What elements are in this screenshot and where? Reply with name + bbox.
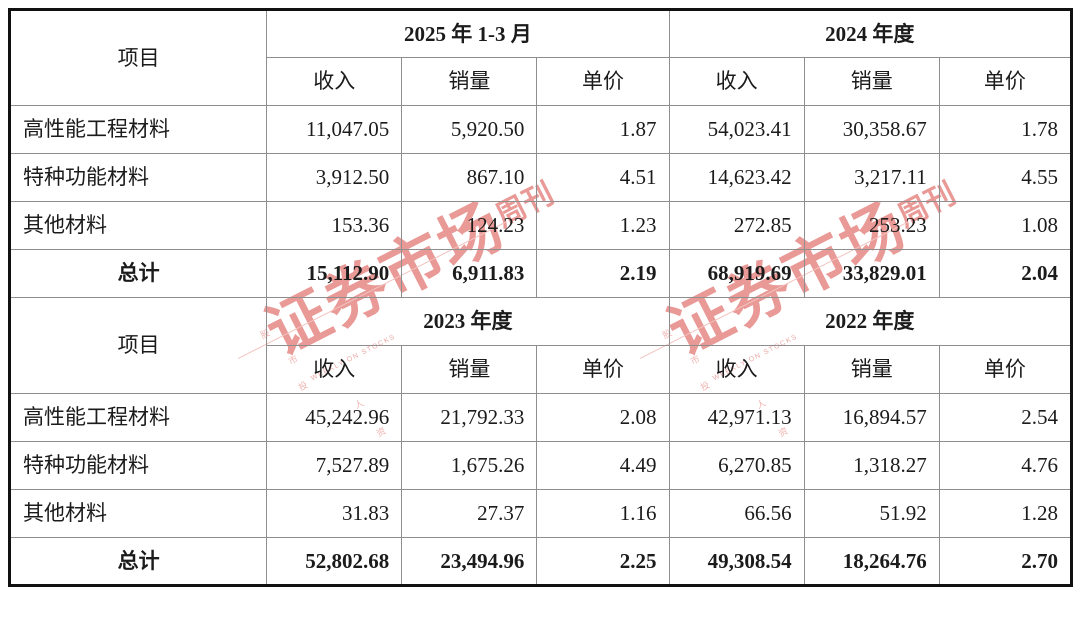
cell-value: 2.54 xyxy=(938,393,1073,442)
table-row: 高性能工程材料 11,047.05 5,920.50 1.87 54,023.4… xyxy=(8,105,1073,154)
cell-value: 21,792.33 xyxy=(401,393,538,442)
header-period-2024: 2024 年度 xyxy=(668,9,1073,58)
cell-value: 1.16 xyxy=(536,489,670,538)
cell-total: 33,829.01 xyxy=(803,249,940,298)
cell-total: 52,802.68 xyxy=(266,537,403,586)
table-row: 特种功能材料 7,527.89 1,675.26 4.49 6,270.85 1… xyxy=(8,441,1073,490)
row-label: 高性能工程材料 xyxy=(8,105,268,154)
header-year-row: 项目 2025 年 1-3 月 2024 年度 xyxy=(8,9,1073,106)
cell-value: 2.08 xyxy=(536,393,670,442)
cell-value: 4.51 xyxy=(536,153,670,202)
header-period-2022: 2022 年度 xyxy=(668,297,1073,346)
cell-value: 1.78 xyxy=(938,105,1073,154)
cell-value: 30,358.67 xyxy=(803,105,940,154)
cell-value: 7,527.89 xyxy=(266,441,403,490)
cell-total: 18,264.76 xyxy=(803,537,940,586)
cell-value: 1.23 xyxy=(536,201,670,250)
cell-value: 54,023.41 xyxy=(668,105,805,154)
cell-total: 2.04 xyxy=(938,249,1073,298)
cell-value: 51.92 xyxy=(803,489,940,538)
cell-value: 14,623.42 xyxy=(668,153,805,202)
cell-value: 4.49 xyxy=(536,441,670,490)
cell-value: 1,675.26 xyxy=(401,441,538,490)
header-price-1: 单价 xyxy=(536,57,670,106)
cell-value: 1.08 xyxy=(938,201,1073,250)
row-label-total: 总计 xyxy=(8,249,268,298)
header-revenue-2: 收入 xyxy=(668,57,805,106)
table-total-row: 总计 52,802.68 23,494.96 2.25 49,308.54 18… xyxy=(8,537,1073,586)
cell-value: 4.55 xyxy=(938,153,1073,202)
cell-value: 4.76 xyxy=(938,441,1073,490)
header-price-4: 单价 xyxy=(938,345,1073,394)
row-label: 其他材料 xyxy=(8,201,268,250)
header-sub-row-2: 收入 销量 单价 收入 销量 单价 xyxy=(10,345,1073,394)
table-row: 高性能工程材料 45,242.96 21,792.33 2.08 42,971.… xyxy=(8,393,1073,442)
header-period-2025: 2025 年 1-3 月 xyxy=(266,9,670,58)
header-revenue-4: 收入 xyxy=(668,345,805,394)
cell-value: 272.85 xyxy=(668,201,805,250)
header-item-label-2: 项目 xyxy=(8,297,268,394)
cell-value: 42,971.13 xyxy=(668,393,805,442)
header-year-row-2: 项目 2023 年度 2022 年度 xyxy=(8,297,1073,394)
header-price-3: 单价 xyxy=(536,345,670,394)
header-revenue-1: 收入 xyxy=(266,57,403,106)
cell-total: 68,919.69 xyxy=(668,249,805,298)
cell-total: 2.70 xyxy=(938,537,1073,586)
header-item-label: 项目 xyxy=(8,9,268,106)
cell-value: 153.36 xyxy=(266,201,403,250)
row-label: 特种功能材料 xyxy=(8,153,268,202)
cell-value: 867.10 xyxy=(401,153,538,202)
table-row: 特种功能材料 3,912.50 867.10 4.51 14,623.42 3,… xyxy=(8,153,1073,202)
cell-value: 31.83 xyxy=(266,489,403,538)
cell-total: 6,911.83 xyxy=(401,249,538,298)
row-label: 其他材料 xyxy=(8,489,268,538)
header-quantity-1: 销量 xyxy=(401,57,538,106)
cell-total: 2.19 xyxy=(536,249,670,298)
cell-value: 11,047.05 xyxy=(266,105,403,154)
header-quantity-2: 销量 xyxy=(803,57,940,106)
product-revenue-table: 项目 2025 年 1-3 月 2024 年度 收入 销量 单价 收入 销量 单… xyxy=(8,8,1073,587)
cell-total: 23,494.96 xyxy=(401,537,538,586)
cell-value: 3,217.11 xyxy=(803,153,940,202)
cell-total: 2.25 xyxy=(536,537,670,586)
cell-value: 253.23 xyxy=(803,201,940,250)
header-price-2: 单价 xyxy=(938,57,1073,106)
row-label: 高性能工程材料 xyxy=(8,393,268,442)
row-label-total: 总计 xyxy=(8,537,268,586)
header-revenue-3: 收入 xyxy=(266,345,403,394)
cell-value: 124.23 xyxy=(401,201,538,250)
cell-value: 1,318.27 xyxy=(803,441,940,490)
cell-value: 6,270.85 xyxy=(668,441,805,490)
cell-value: 5,920.50 xyxy=(401,105,538,154)
row-label: 特种功能材料 xyxy=(8,441,268,490)
header-quantity-4: 销量 xyxy=(803,345,940,394)
cell-total: 49,308.54 xyxy=(668,537,805,586)
cell-value: 45,242.96 xyxy=(266,393,403,442)
cell-value: 66.56 xyxy=(668,489,805,538)
cell-value: 1.28 xyxy=(938,489,1073,538)
cell-value: 27.37 xyxy=(401,489,538,538)
header-quantity-3: 销量 xyxy=(401,345,538,394)
cell-value: 16,894.57 xyxy=(803,393,940,442)
table-total-row: 总计 15,112.90 6,911.83 2.19 68,919.69 33,… xyxy=(8,249,1073,298)
cell-total: 15,112.90 xyxy=(266,249,403,298)
cell-value: 3,912.50 xyxy=(266,153,403,202)
table-row: 其他材料 153.36 124.23 1.23 272.85 253.23 1.… xyxy=(8,201,1073,250)
table-row: 其他材料 31.83 27.37 1.16 66.56 51.92 1.28 xyxy=(8,489,1073,538)
header-period-2023: 2023 年度 xyxy=(266,297,670,346)
cell-value: 1.87 xyxy=(536,105,670,154)
